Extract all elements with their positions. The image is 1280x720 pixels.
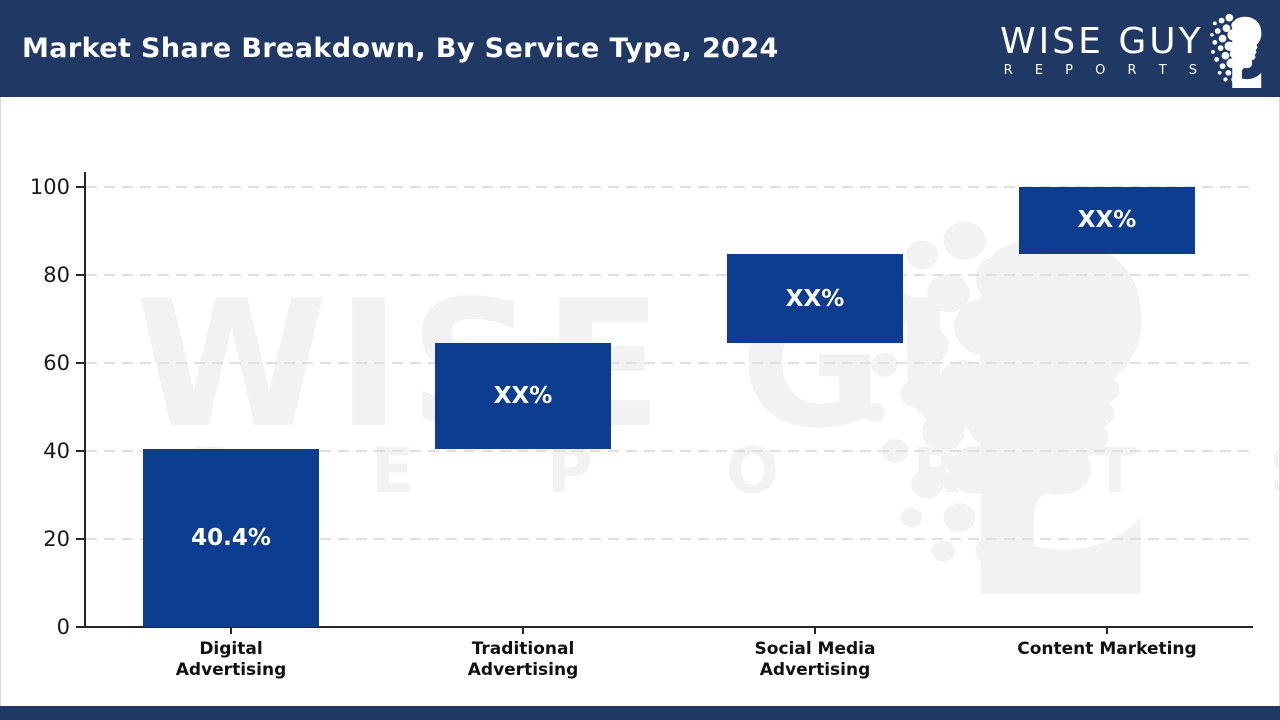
y-tick-mark-100	[76, 186, 85, 188]
bar-value-label: XX%	[493, 383, 553, 410]
y-tick-label-80: 80	[43, 263, 70, 287]
x-category-label-3: Social Media Advertising	[754, 639, 876, 680]
logo-wordmark-line1: WISE GUY	[1000, 20, 1204, 62]
logo-wordmark: WISE GUY R E P O R T S	[998, 20, 1206, 79]
gridline-20	[86, 538, 1253, 540]
x-category-label-4: Content Marketing	[1017, 639, 1197, 659]
bar-segment-3[interactable]: XX%	[727, 253, 903, 344]
page-title: Market Share Breakdown, By Service Type,…	[22, 33, 779, 64]
gridline-40	[86, 450, 1253, 452]
header-bar: Market Share Breakdown, By Service Type,…	[0, 0, 1280, 97]
gridline-60	[86, 362, 1253, 364]
logo: WISE GUY R E P O R T S	[998, 8, 1268, 92]
x-tick-mark-4	[1106, 627, 1108, 634]
bar-value-label: 40.4%	[191, 525, 271, 552]
logo-reports-label: R E P O R T S	[1003, 62, 1206, 78]
y-tick-label-60: 60	[43, 351, 70, 375]
dotted-head-icon	[1210, 13, 1262, 88]
x-tick-mark-3	[814, 627, 816, 634]
x-category-label-1: Digital Advertising	[175, 639, 287, 680]
x-category-label-2: Traditional Advertising	[467, 639, 579, 680]
footer-bar	[0, 706, 1280, 720]
y-tick-mark-0	[76, 626, 85, 628]
bar-segment-1[interactable]: 40.4%	[143, 449, 319, 627]
y-tick-label-20: 20	[43, 527, 70, 551]
x-axis-line	[84, 626, 1253, 628]
y-axis-spine	[84, 172, 86, 627]
gridline-80	[86, 274, 1253, 276]
bar-segment-2[interactable]: XX%	[435, 343, 611, 450]
y-tick-mark-40	[76, 450, 85, 452]
bar-segment-4[interactable]: XX%	[1019, 187, 1195, 254]
y-tick-mark-20	[76, 538, 85, 540]
y-tick-label-100: 100	[29, 175, 70, 199]
gridline-100	[86, 186, 1253, 188]
y-tick-label-0: 0	[56, 615, 70, 639]
x-tick-mark-1	[230, 627, 232, 634]
y-tick-mark-60	[76, 362, 85, 364]
bar-value-label: XX%	[1077, 207, 1137, 234]
watermark-face-icon	[859, 221, 1142, 594]
bar-value-label: XX%	[785, 285, 845, 312]
left-border	[0, 97, 1, 706]
x-tick-mark-2	[522, 627, 524, 634]
y-tick-label-40: 40	[43, 439, 70, 463]
y-tick-mark-80	[76, 274, 85, 276]
